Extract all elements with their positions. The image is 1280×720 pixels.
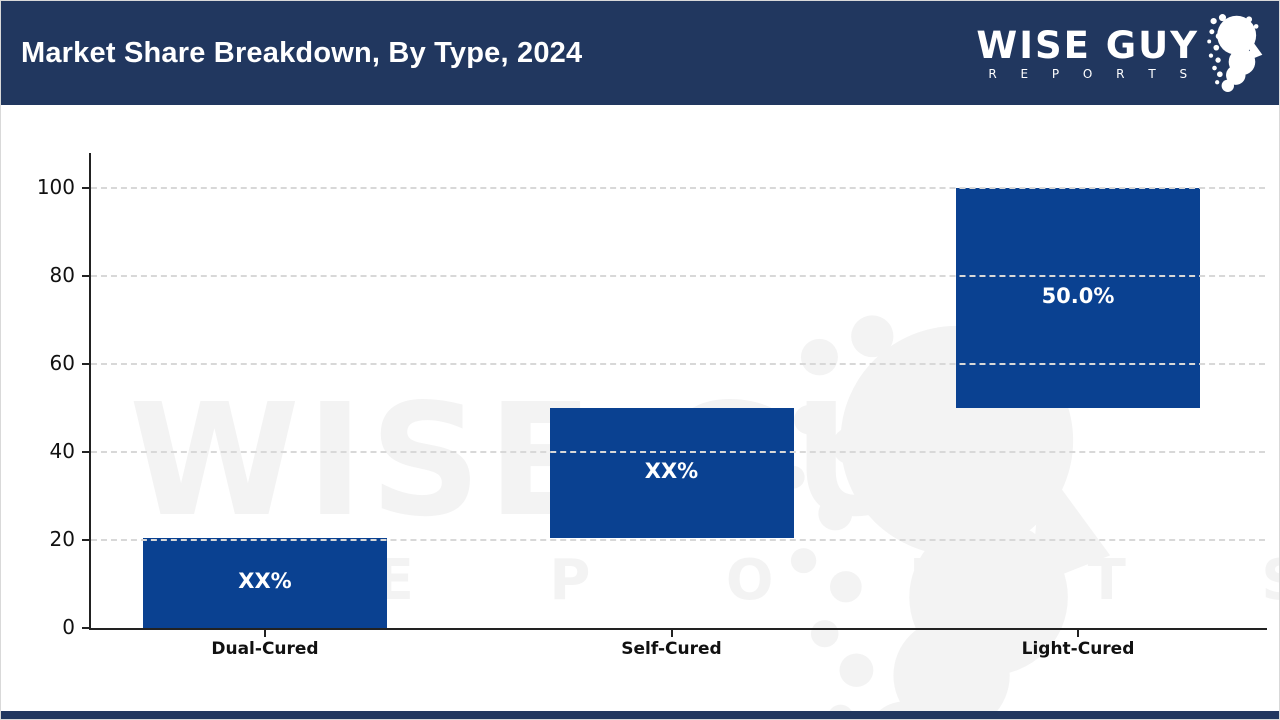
y-gridline xyxy=(91,539,1265,541)
logo-subtitle: R E P O R T S xyxy=(988,66,1198,81)
footer-bar xyxy=(1,711,1279,719)
wiseguy-face-icon xyxy=(1207,14,1263,92)
bar-dual-cured xyxy=(143,537,387,628)
y-tick-mark xyxy=(82,451,89,453)
x-tick-mark xyxy=(670,630,673,637)
chart-title: Market Share Breakdown, By Type, 2024 xyxy=(21,36,583,69)
y-gridline xyxy=(91,187,1265,189)
y-tick-label: 80 xyxy=(49,263,75,287)
x-axis-line xyxy=(89,628,1267,630)
y-tick-label: 0 xyxy=(62,615,75,639)
header-bar: Market Share Breakdown, By Type, 2024 WI… xyxy=(1,1,1279,105)
y-axis-line xyxy=(89,153,91,630)
y-tick-label: 20 xyxy=(49,527,75,551)
y-tick-mark xyxy=(82,627,89,629)
x-tick-mark xyxy=(1077,630,1079,637)
logo-wordmark: WISE GUY xyxy=(976,23,1199,67)
y-tick-label: 40 xyxy=(49,439,75,463)
plot-area: WISE GUY R E P O R T S 0 20 40 60 80 100 XX% Du… xyxy=(1,105,1279,719)
wiseguy-logo-text: WISE GUY R E P O R T S xyxy=(976,27,1199,80)
y-tick-mark xyxy=(82,275,89,277)
bar-value-label: 50.0% xyxy=(1041,284,1115,308)
y-gridline xyxy=(91,275,1265,277)
y-tick-mark xyxy=(82,539,89,541)
y-gridline xyxy=(91,451,1265,453)
wiseguy-logo: WISE GUY R E P O R T S xyxy=(976,12,1265,94)
bar-self-cured xyxy=(549,408,794,538)
y-tick-label: 100 xyxy=(36,175,75,199)
y-tick-mark xyxy=(82,187,89,189)
x-category-label: Self-Cured xyxy=(621,639,722,659)
x-tick-mark xyxy=(264,630,266,637)
x-category-label: Light-Cured xyxy=(1021,639,1135,659)
y-tick-label: 60 xyxy=(49,351,75,375)
y-tick-mark xyxy=(82,363,89,365)
x-category-label: Dual-Cured xyxy=(211,639,319,659)
bar-value-label: XX% xyxy=(238,568,292,593)
y-gridline xyxy=(91,363,1265,365)
bar-value-label: XX% xyxy=(644,458,699,483)
